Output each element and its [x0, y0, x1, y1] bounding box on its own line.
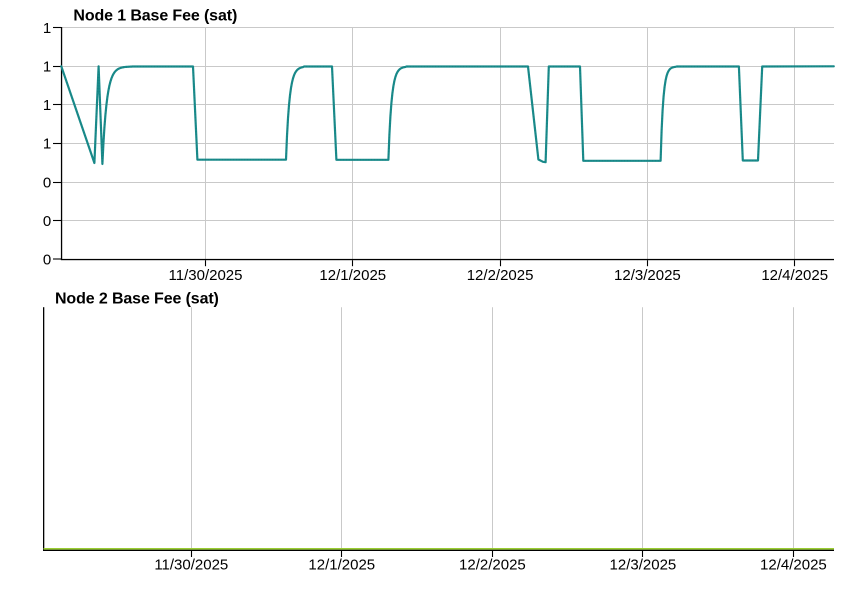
svg-text:12/4/2025: 12/4/2025	[761, 267, 828, 284]
svg-text:12/4/2025: 12/4/2025	[760, 557, 827, 574]
svg-text:12/3/2025: 12/3/2025	[610, 557, 677, 574]
svg-text:12/2/2025: 12/2/2025	[467, 267, 534, 284]
svg-text:0: 0	[43, 174, 51, 191]
svg-text:1: 1	[43, 58, 51, 75]
svg-text:0: 0	[43, 252, 51, 269]
svg-text:1: 1	[43, 136, 51, 153]
svg-text:Node 2 Base Fee (sat): Node 2 Base Fee (sat)	[55, 291, 219, 308]
svg-text:12/3/2025: 12/3/2025	[614, 267, 681, 284]
svg-text:11/30/2025: 11/30/2025	[154, 557, 228, 574]
svg-text:12/1/2025: 12/1/2025	[319, 267, 386, 284]
svg-text:11/30/2025: 11/30/2025	[169, 267, 243, 284]
svg-text:12/2/2025: 12/2/2025	[459, 557, 526, 574]
svg-text:0: 0	[43, 213, 51, 230]
svg-text:Node 1 Base Fee (sat): Node 1 Base Fee (sat)	[73, 7, 237, 24]
svg-text:1: 1	[43, 20, 51, 37]
svg-text:12/1/2025: 12/1/2025	[308, 557, 375, 574]
svg-text:1: 1	[43, 97, 51, 114]
